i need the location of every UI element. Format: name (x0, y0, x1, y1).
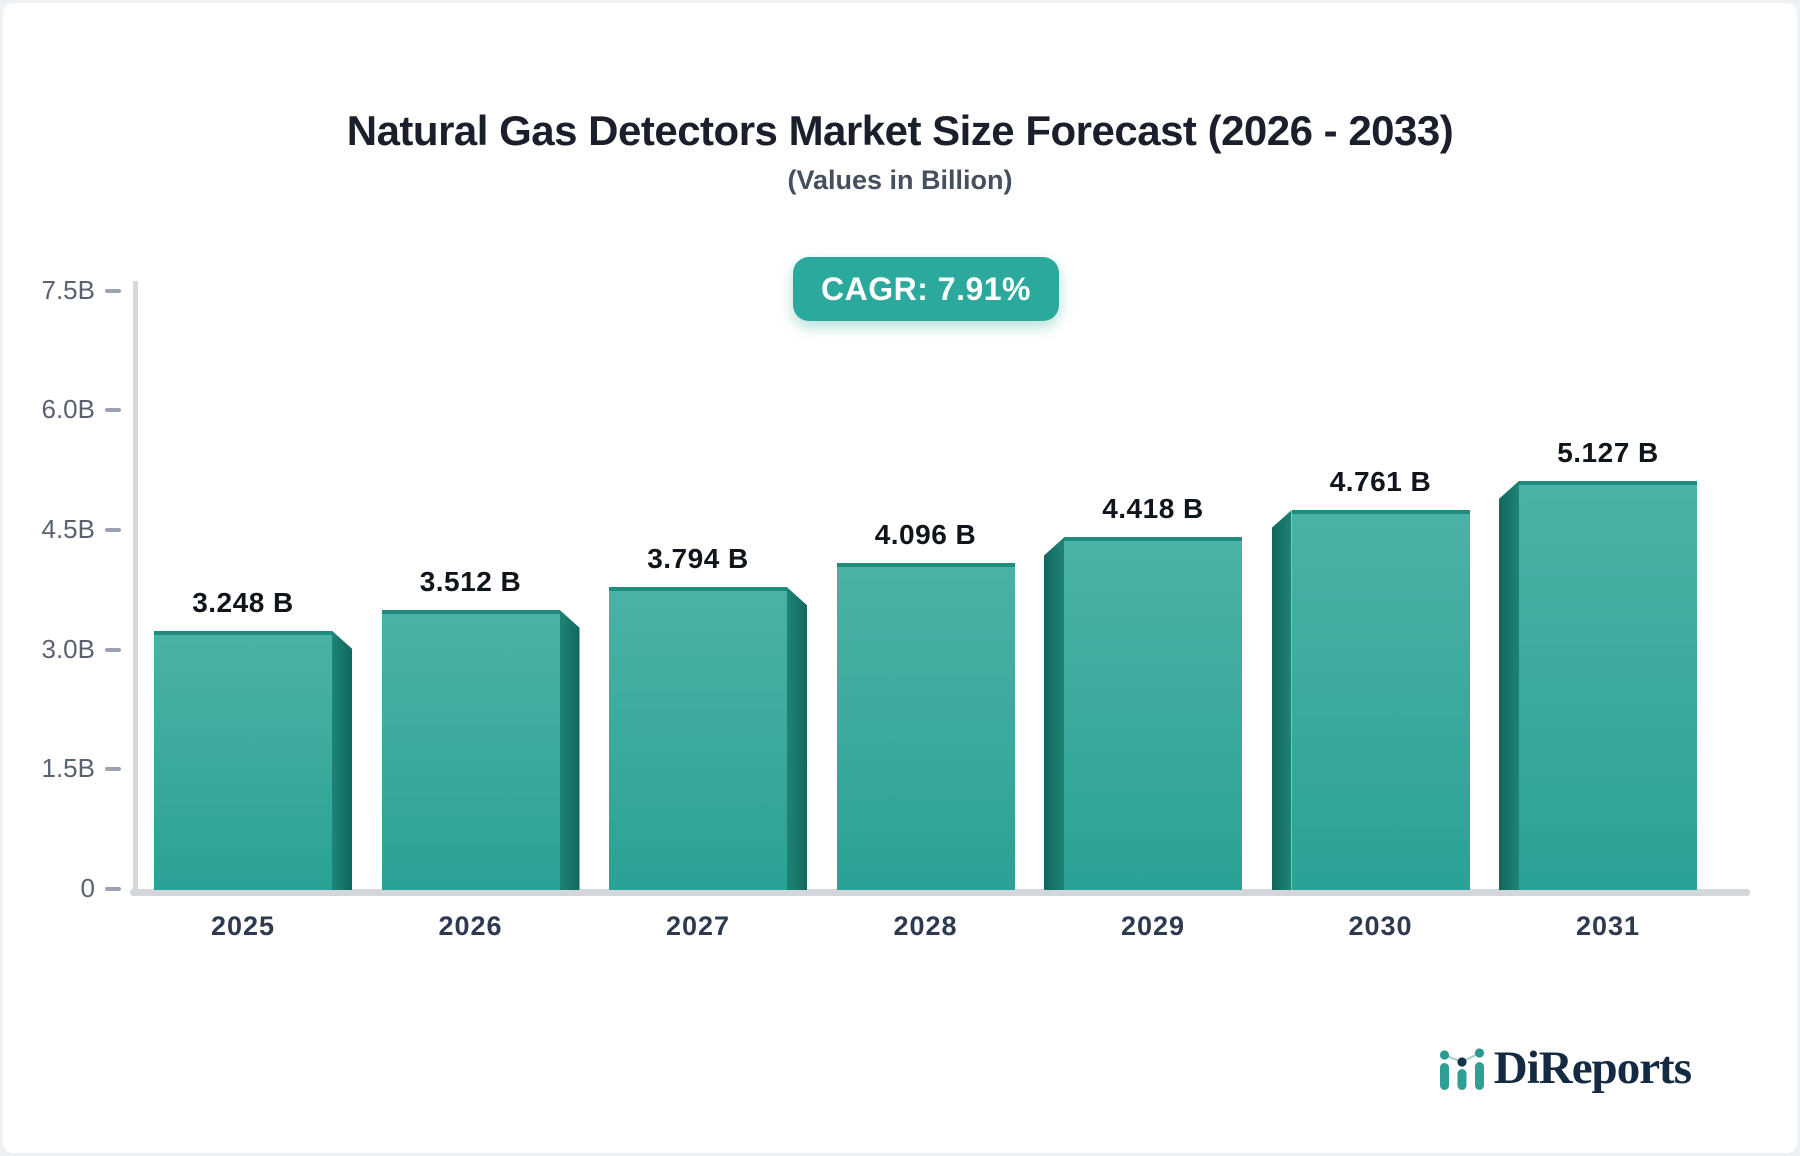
y-axis-tick-mark (105, 887, 121, 891)
y-axis-tick-mark (105, 288, 121, 293)
y-axis-tick-label: 3.0B (41, 633, 96, 664)
y-axis-tick-mark (105, 408, 121, 413)
y-axis-tick-label: 4.5B (41, 513, 96, 544)
x-axis-label-2027: 2027 (665, 911, 731, 941)
logo-text: DiReports (1493, 1042, 1692, 1094)
bar-2030 (1291, 510, 1470, 890)
bar-value-label-2027: 3.794 B (647, 543, 749, 575)
bar-value-label-2026: 3.512 B (419, 565, 522, 597)
chart-card: Natural Gas Detectors Market Size Foreca… (3, 3, 1797, 1153)
bar-value-label-2031: 5.127 B (1557, 436, 1659, 468)
y-axis-tick-label: 0 (80, 873, 95, 903)
bar-3d-side-2029 (1044, 537, 1064, 890)
bar-2029 (1064, 537, 1242, 890)
y-axis-tick-label: 7.5B (41, 274, 96, 305)
bar-value-label-2025: 3.248 B (192, 586, 294, 618)
bar-3d-side-2030 (1271, 510, 1292, 890)
bar-2028 (836, 563, 1015, 890)
x-axis-label-2030: 2030 (1348, 911, 1413, 941)
bar-value-label-2029: 4.418 B (1102, 493, 1204, 525)
x-axis-baseline (130, 889, 1750, 896)
y-axis-line (133, 281, 138, 896)
bar-2026 (381, 609, 560, 890)
x-axis-label-2029: 2029 (1120, 911, 1186, 941)
bar-2031 (1519, 480, 1697, 890)
y-axis-tick-label: 1.5B (41, 753, 96, 784)
y-axis-tick-mark (105, 647, 121, 652)
bar-3d-side-2027 (787, 587, 807, 890)
bar-3d-side-2031 (1499, 480, 1519, 890)
y-axis-tick-label: 6.0B (41, 394, 96, 425)
chart-subtitle: (Values in Billion) (787, 165, 1013, 195)
x-axis-label-2025: 2025 (210, 911, 276, 941)
x-axis-label-2028: 2028 (893, 911, 958, 941)
logo-mini-bar-chart-icon (1439, 1048, 1484, 1090)
bar-chart-plot: 7.5B 6.0B 4.5B 3.0B 1.5B 0 3.248 B 2025 3.512 B 2… (3, 3, 1797, 1153)
cagr-badge-label: CAGR: 7.91% (821, 270, 1031, 307)
bar-3d-side-2025 (332, 630, 352, 890)
bar-2025 (154, 630, 332, 890)
x-axis-label-2031: 2031 (1575, 911, 1641, 941)
direports-logo: DiReports (1437, 1035, 1692, 1101)
cagr-badge: CAGR: 7.91% (793, 257, 1059, 321)
bar-value-label-2028: 4.096 B (874, 519, 977, 551)
x-axis-label-2026: 2026 (438, 911, 503, 941)
bar-value-label-2030: 4.761 B (1329, 466, 1432, 498)
bar-2027 (609, 587, 787, 890)
y-axis-tick-mark (105, 527, 121, 532)
bar-3d-side-2026 (559, 609, 580, 890)
y-axis-tick-mark (105, 767, 121, 772)
chart-title: Natural Gas Detectors Market Size Foreca… (346, 107, 1454, 154)
